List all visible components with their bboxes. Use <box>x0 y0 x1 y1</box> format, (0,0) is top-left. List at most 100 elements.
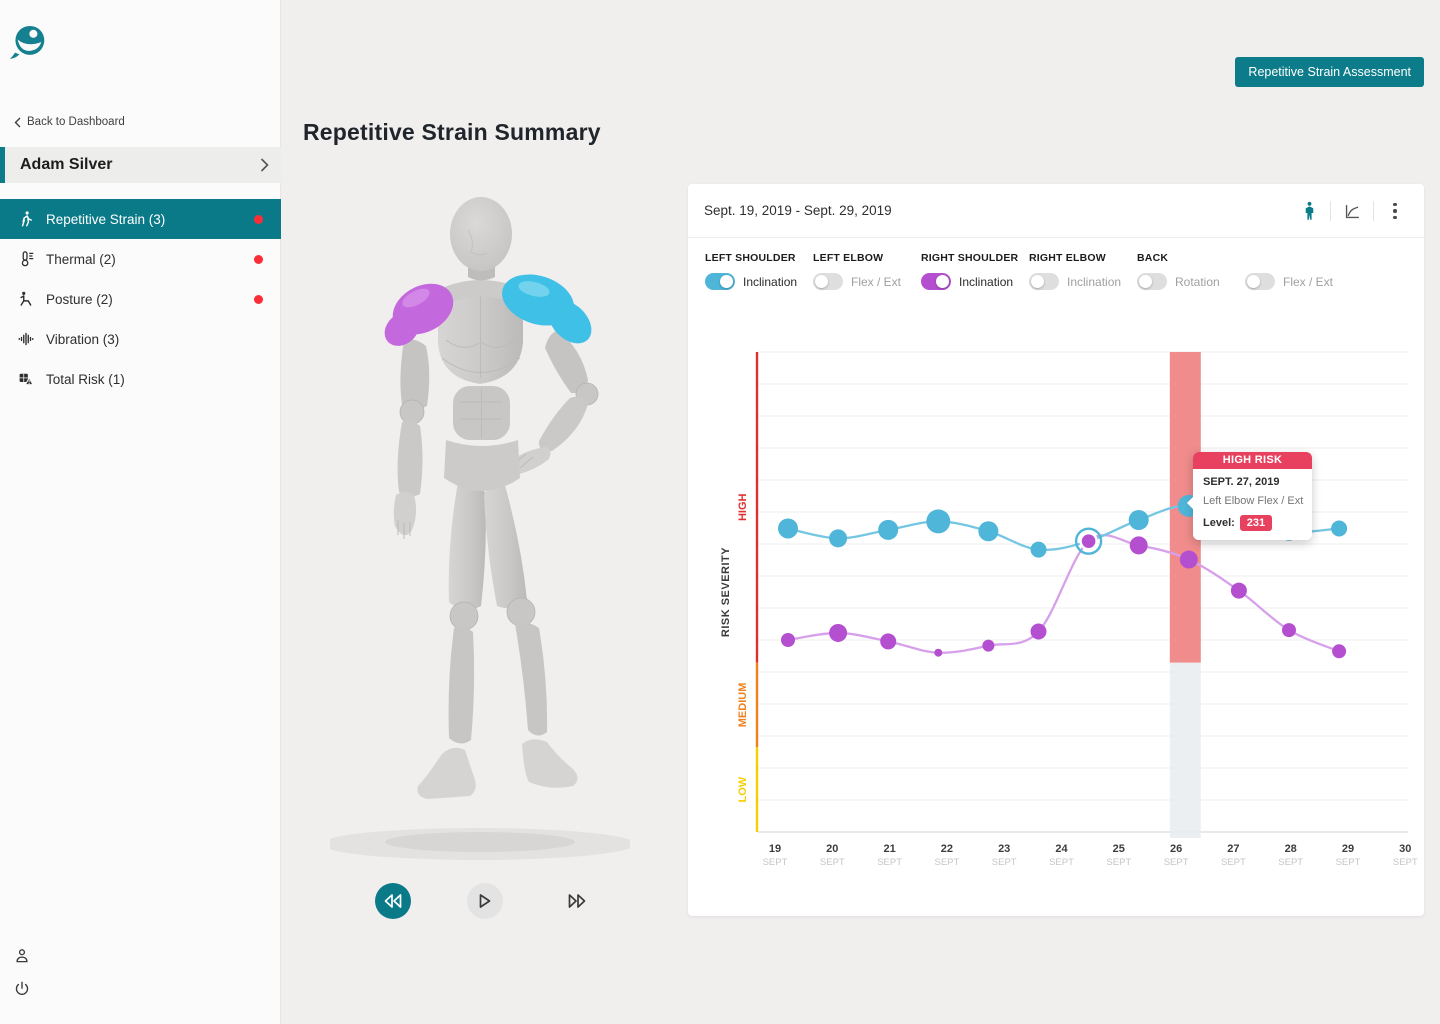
sidebar-item-thermal[interactable]: Thermal (2) <box>0 239 281 279</box>
chart-view-button[interactable] <box>1341 200 1363 222</box>
line-chart-icon <box>1345 204 1359 218</box>
risk-severity-chart[interactable]: HIGH MEDIUM LOW RISK SEVERITY 19 SEPT 20 SEPT 21… <box>688 184 1424 916</box>
tooltip-level-badge: 231 <box>1239 515 1273 531</box>
x-axis-month: SEPT <box>1393 857 1418 868</box>
toggle-group-label: RIGHT ELBOW <box>1029 252 1106 264</box>
x-axis-month: SEPT <box>1164 857 1189 868</box>
account-button[interactable] <box>13 947 33 967</box>
posture-icon <box>16 289 36 309</box>
sidebar-item-total-risk[interactable]: Total Risk (1) <box>0 359 281 399</box>
logout-button[interactable] <box>13 980 33 1000</box>
data-point[interactable] <box>878 519 899 540</box>
data-point[interactable] <box>1179 550 1198 569</box>
body-figure-icon <box>1305 201 1313 220</box>
x-axis-day: 23 <box>998 843 1010 855</box>
zone-label: LOW <box>737 776 749 802</box>
toggle-label: Inclination <box>743 274 798 289</box>
chevron-right-icon <box>260 158 269 177</box>
back-to-dashboard-link[interactable]: Back to Dashboard <box>14 116 125 128</box>
body-view-button[interactable] <box>1298 200 1320 222</box>
left-shoulder-highlight[interactable] <box>378 274 462 353</box>
selected-data-point[interactable] <box>1079 531 1098 551</box>
data-point[interactable] <box>778 518 798 539</box>
data-point[interactable] <box>1331 520 1348 537</box>
sidebar-item-label: Thermal (2) <box>46 251 116 267</box>
data-point[interactable] <box>982 639 995 652</box>
data-point[interactable] <box>1332 644 1347 659</box>
alert-dot <box>254 295 263 304</box>
data-point[interactable] <box>1128 510 1149 530</box>
walking-person-icon <box>16 209 36 229</box>
x-axis-day: 30 <box>1399 843 1411 855</box>
more-options-button[interactable] <box>1384 200 1406 222</box>
toolbar-divider <box>1330 201 1331 221</box>
sidebar-item-repetitive-strain[interactable]: Repetitive Strain (3) <box>0 199 281 239</box>
data-point[interactable] <box>1030 541 1047 558</box>
chart-card-header: Sept. 19, 2019 - Sept. 29, 2019 <box>688 184 1424 238</box>
sidebar-item-posture[interactable]: Posture (2) <box>0 279 281 319</box>
x-axis-month: SEPT <box>934 857 959 868</box>
sidebar-item-vibration[interactable]: Vibration (3) <box>0 319 281 359</box>
x-axis-month: SEPT <box>820 857 845 868</box>
toggle-right-shoulder-inclination[interactable] <box>921 273 951 290</box>
data-point[interactable] <box>829 623 848 642</box>
sidebar-nav: Repetitive Strain (3) Thermal (2) <box>0 199 281 399</box>
toggle-group-label: LEFT SHOULDER <box>705 252 796 264</box>
date-range: Sept. 19, 2019 - Sept. 29, 2019 <box>704 203 892 218</box>
zone-label: MEDIUM <box>737 683 749 728</box>
highlight-band-low <box>1169 662 1201 838</box>
toolbar-divider <box>1373 201 1374 221</box>
data-point[interactable] <box>1230 582 1247 599</box>
x-axis-day: 25 <box>1113 843 1125 855</box>
app-logo <box>8 22 50 64</box>
toggle-group-label: RIGHT SHOULDER <box>921 252 1019 264</box>
fast-forward-button[interactable] <box>559 883 595 919</box>
chart-card: Sept. 19, 2019 - Sept. 29, 2019 <box>688 184 1424 916</box>
sidebar-item-label: Vibration (3) <box>46 331 120 347</box>
zone-label: HIGH <box>737 493 749 521</box>
sidebar-item-label: Repetitive Strain (3) <box>46 211 166 227</box>
page-title: Repetitive Strain Summary <box>303 119 601 145</box>
x-axis-month: SEPT <box>1221 857 1246 868</box>
data-point[interactable] <box>781 633 795 647</box>
user-name-row[interactable]: Adam Silver <box>0 147 281 183</box>
toggle-right-elbow-inclination[interactable] <box>1029 273 1059 290</box>
rewind-icon <box>384 894 402 908</box>
power-icon <box>15 981 29 995</box>
play-button[interactable] <box>467 883 503 919</box>
sidebar-item-label: Total Risk (1) <box>46 371 125 387</box>
data-point[interactable] <box>1030 623 1047 640</box>
chevron-left-icon <box>14 117 21 127</box>
data-point[interactable] <box>934 648 943 657</box>
repetitive-strain-assessment-button[interactable]: Repetitive Strain Assessment <box>1235 57 1424 87</box>
x-axis-month: SEPT <box>1336 857 1361 868</box>
sidebar: Back to Dashboard Adam Silver Repetitive… <box>0 0 281 1024</box>
toggle-label: Inclination <box>1067 274 1122 289</box>
x-axis-month: SEPT <box>1049 857 1074 868</box>
toggle-left-elbow-flex-ext[interactable] <box>813 273 843 290</box>
data-point[interactable] <box>880 633 897 650</box>
x-axis-day: 28 <box>1285 843 1297 855</box>
tooltip-date: SEPT. 27, 2019 <box>1203 476 1280 488</box>
x-axis-day: 29 <box>1342 843 1354 855</box>
data-point[interactable] <box>1129 536 1148 555</box>
data-point[interactable] <box>1282 623 1296 638</box>
floor-shadow <box>330 828 630 860</box>
tooltip-risk-label: HIGH RISK <box>1193 452 1312 469</box>
rewind-button[interactable] <box>375 883 411 919</box>
mannequin-3d-view[interactable] <box>330 192 630 872</box>
right-shoulder-highlight[interactable] <box>495 266 599 352</box>
data-point[interactable] <box>829 529 848 548</box>
toggle-back-flex-ext[interactable] <box>1245 273 1275 290</box>
toggle-label: Flex / Ext <box>851 274 902 289</box>
model-viewport <box>281 150 688 950</box>
alert-dot <box>254 255 263 264</box>
toggle-left-shoulder-inclination[interactable] <box>705 273 735 290</box>
data-point[interactable] <box>926 509 951 534</box>
x-axis-day: 21 <box>883 843 895 855</box>
vibration-icon <box>16 329 36 349</box>
data-point[interactable] <box>978 521 999 542</box>
toggle-back-rotation[interactable] <box>1137 273 1167 290</box>
account-icon <box>16 949 28 963</box>
